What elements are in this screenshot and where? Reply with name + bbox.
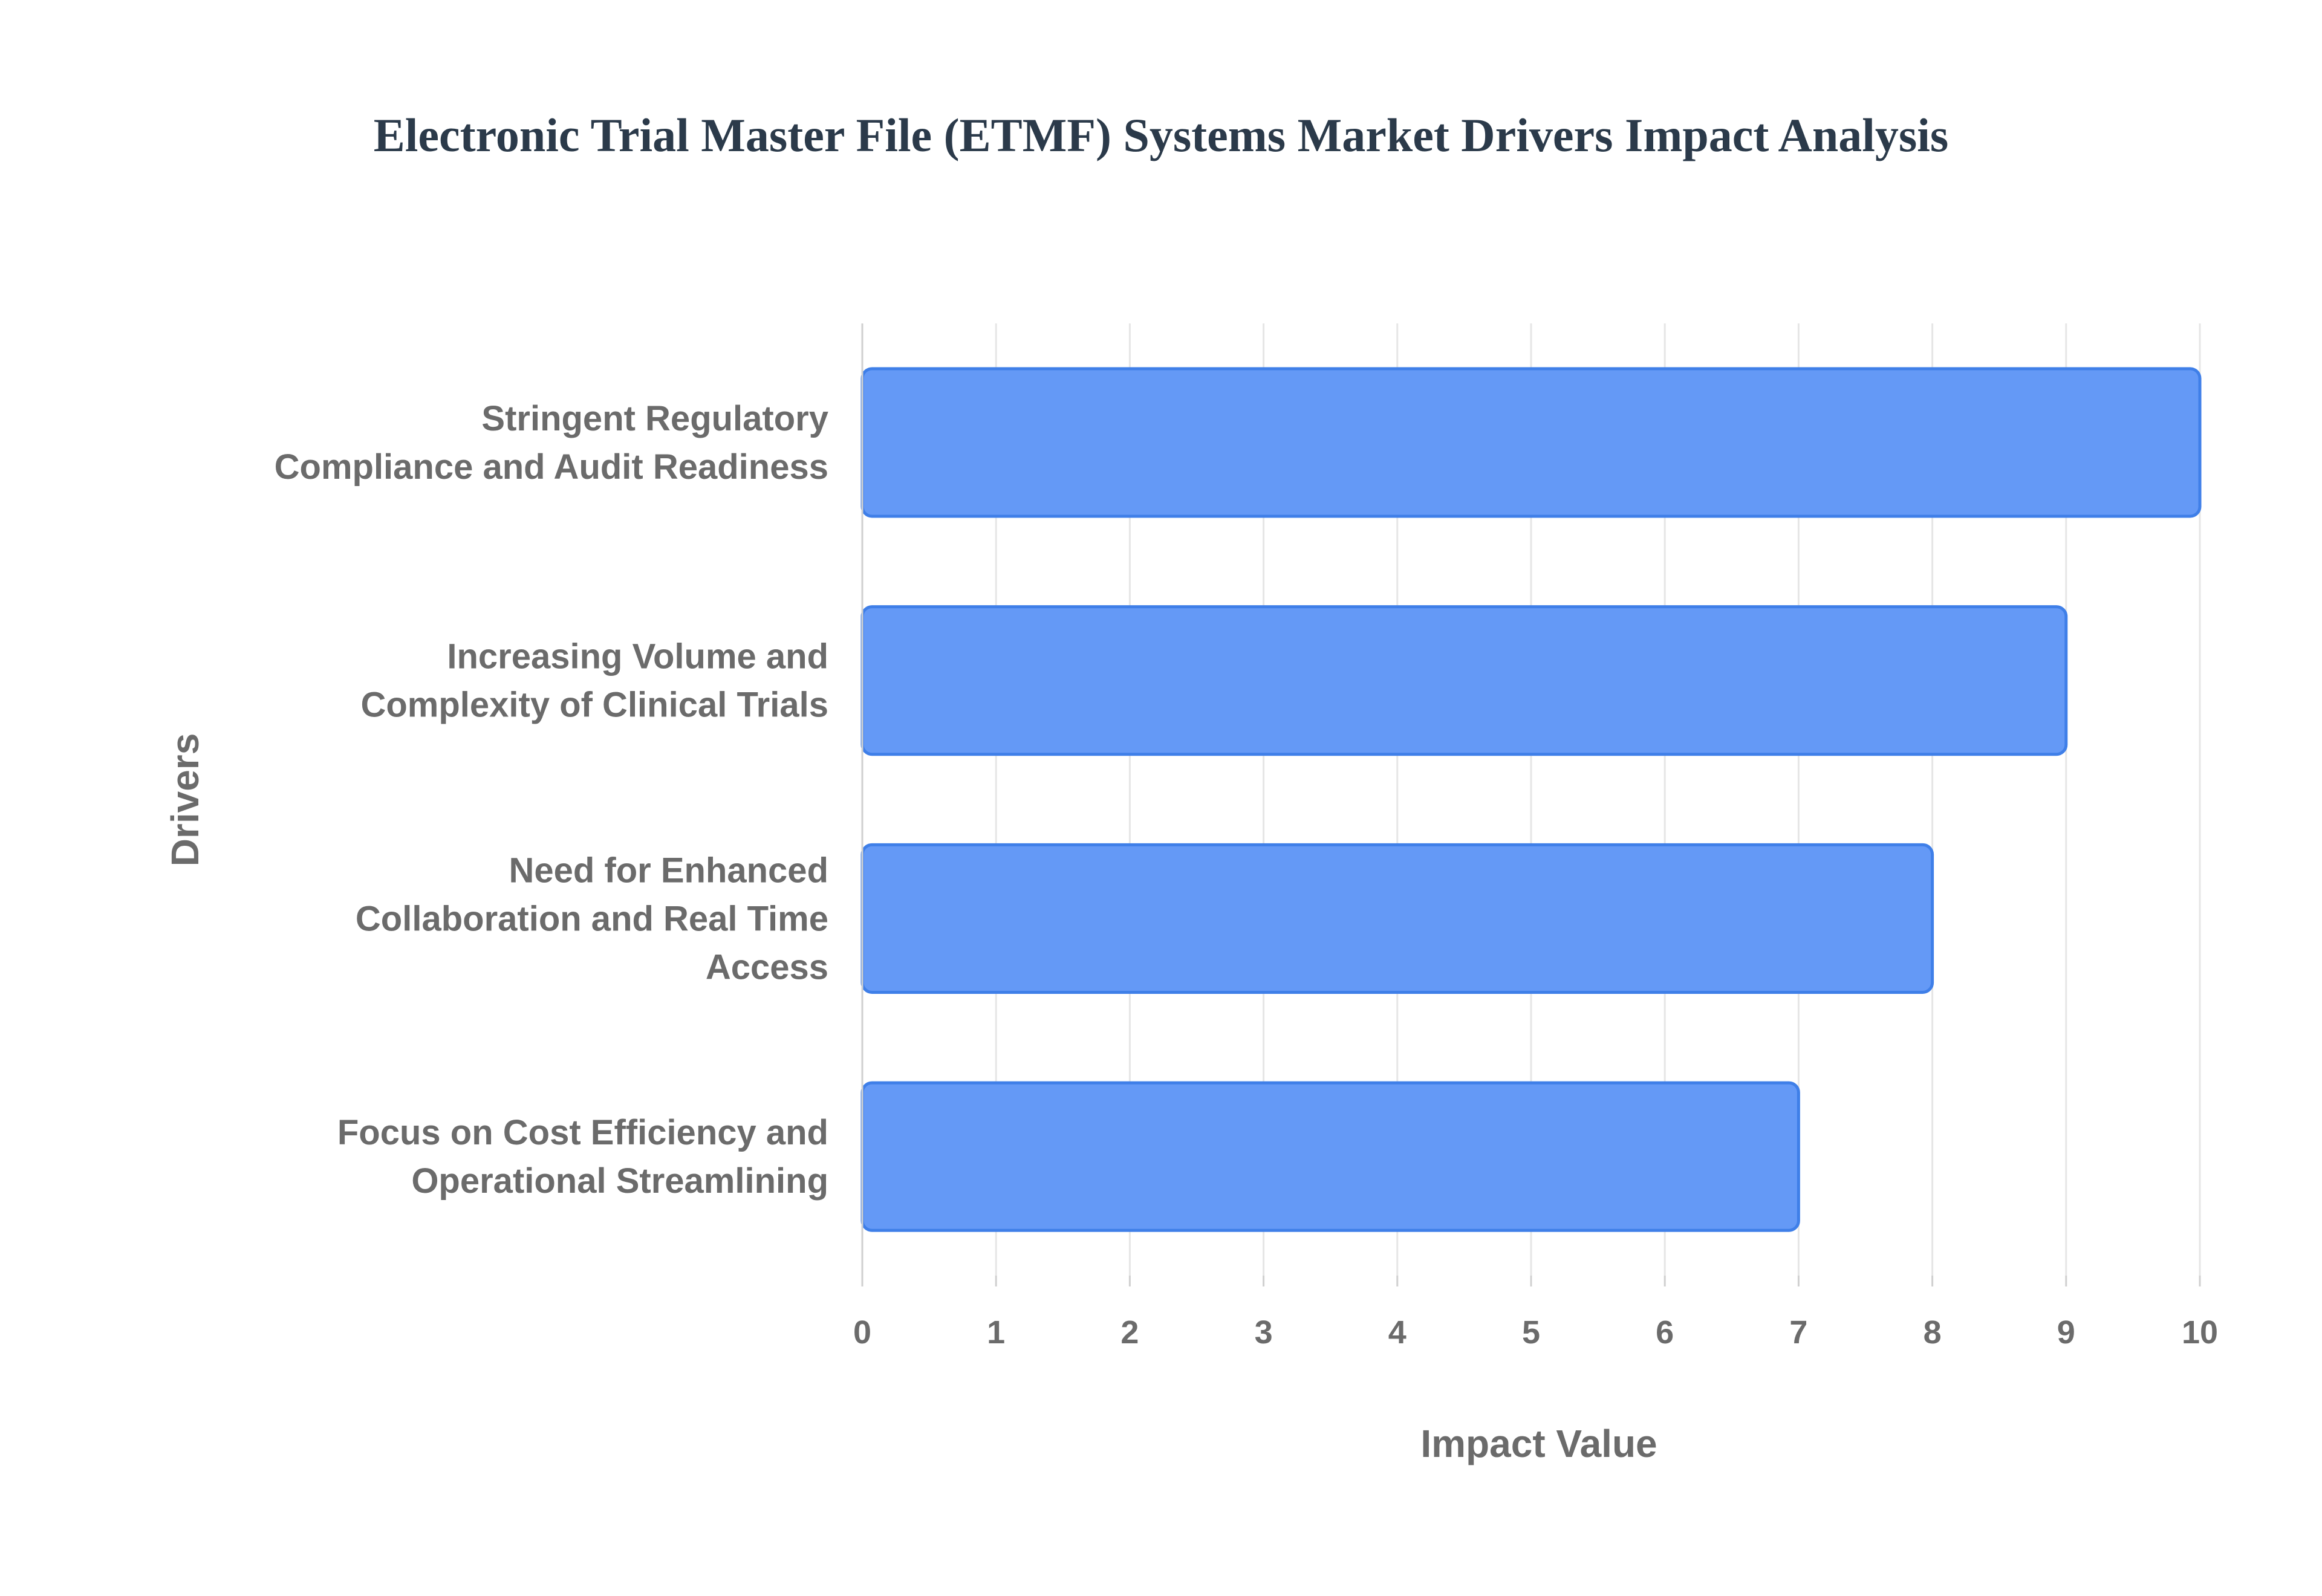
x-tick-label: 7 — [1789, 1314, 1807, 1351]
category-label-line: Operational Streamlining — [411, 1161, 828, 1201]
x-tick-label: 1 — [987, 1314, 1005, 1351]
x-tick-labels: 0 1 2 3 4 5 6 7 8 9 10 — [853, 1314, 2218, 1351]
x-tick-label: 9 — [2057, 1314, 2075, 1351]
bar — [860, 367, 2202, 518]
chart-title: Electronic Trial Master File (ETMF) Syst… — [374, 109, 1949, 161]
category-label-line: Compliance and Audit Readiness — [275, 447, 828, 487]
x-tick-label: 4 — [1388, 1314, 1407, 1351]
bar — [860, 843, 1934, 994]
y-axis-title: Drivers — [163, 733, 207, 867]
category-label-line: Increasing Volume and — [447, 637, 828, 676]
category-label: Focus on Cost Efficiency and Operational … — [337, 1113, 828, 1201]
x-tick-label: 6 — [1656, 1314, 1674, 1351]
category-label: Increasing Volume and Complexity of Clini… — [360, 637, 828, 725]
category-labels: Stringent Regulatory Compliance and Audit… — [275, 399, 828, 1201]
bar — [860, 605, 2068, 756]
category-label-line: Focus on Cost Efficiency and — [337, 1113, 828, 1152]
category-label-line: Complexity of Clinical Trials — [360, 686, 828, 725]
x-tick-label: 8 — [1924, 1314, 1942, 1351]
x-tick-label: 10 — [2182, 1314, 2218, 1351]
category-label-line: Access — [706, 947, 828, 987]
category-label: Stringent Regulatory Compliance and Audit… — [275, 399, 828, 487]
x-axis-title: Impact Value — [1420, 1422, 1657, 1465]
x-tick-label: 5 — [1522, 1314, 1540, 1351]
x-tick-label: 0 — [853, 1314, 871, 1351]
bars — [860, 367, 2202, 1232]
category-label: Need for Enhanced Collaboration and Real … — [356, 851, 828, 987]
category-label-line: Collaboration and Real Time — [356, 899, 828, 938]
x-tick-label: 2 — [1120, 1314, 1139, 1351]
category-label-line: Need for Enhanced — [509, 851, 828, 890]
x-tick-label: 3 — [1255, 1314, 1273, 1351]
category-label-line: Stringent Regulatory — [481, 399, 828, 438]
bar — [860, 1081, 1800, 1232]
